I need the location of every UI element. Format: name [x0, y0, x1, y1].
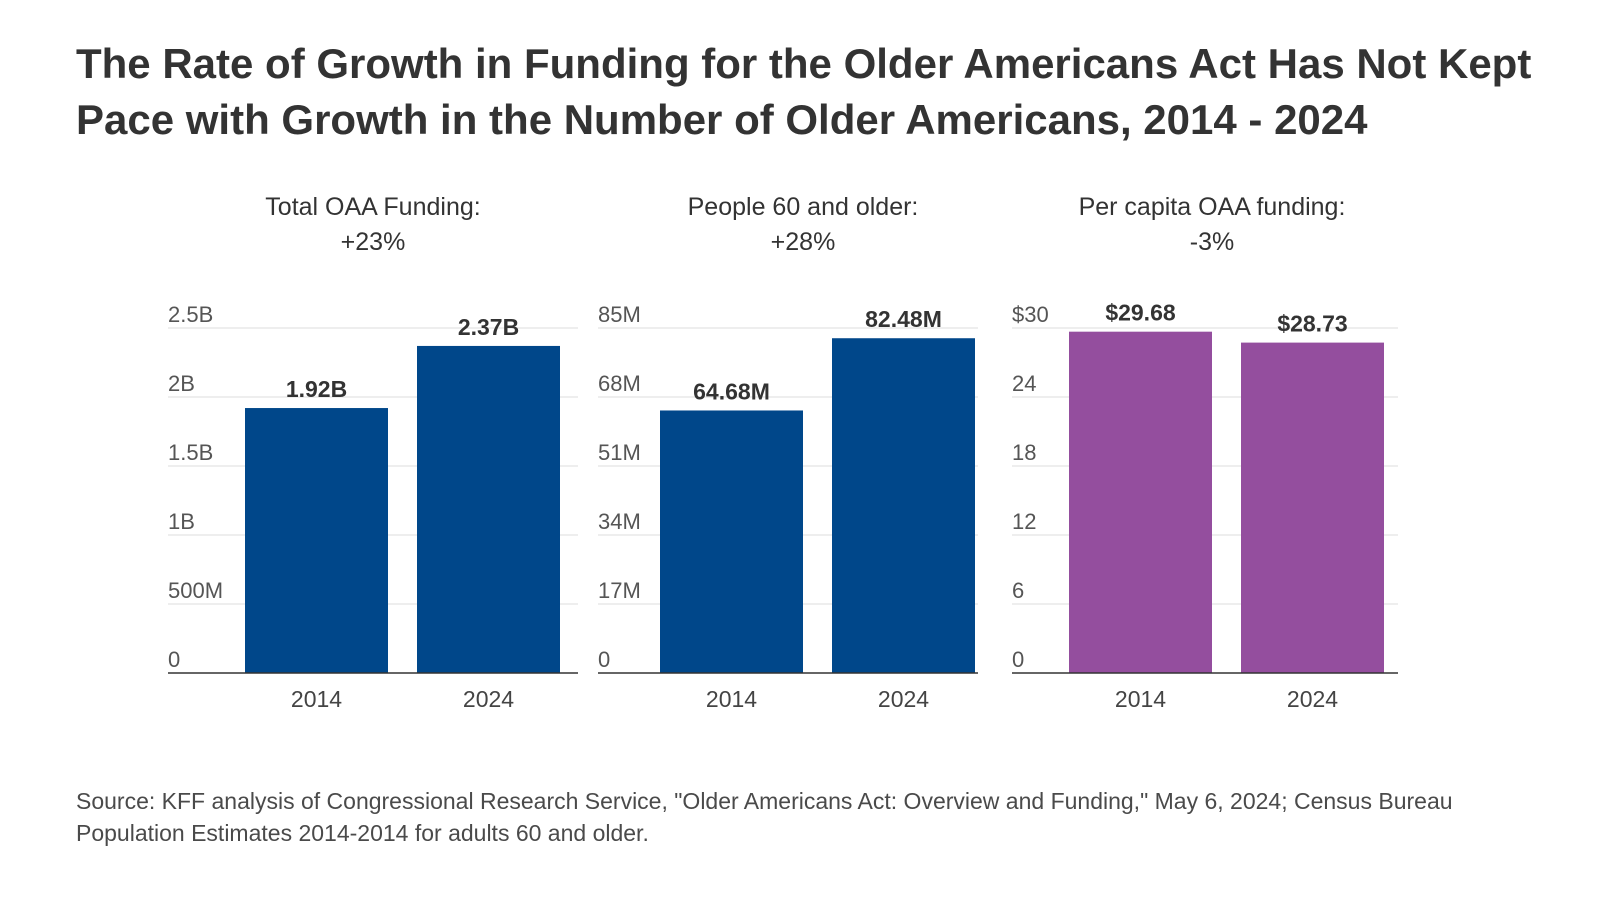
source-note: Source: KFF analysis of Congressional Re…	[76, 788, 1453, 846]
y-tick-label: 6	[1012, 578, 1024, 603]
panel-subtitle-change: -3%	[1189, 228, 1235, 256]
y-tick-label: 85M	[598, 302, 641, 327]
bar-2014	[660, 410, 803, 673]
y-tick-label: 0	[168, 647, 180, 672]
y-tick-label: $30	[1012, 302, 1049, 327]
chart-title: The Rate of Growth in Funding for the Ol…	[76, 40, 1532, 143]
data-label: 1.92B	[286, 376, 347, 402]
y-tick-label: 1.5B	[168, 440, 213, 465]
bar-2014	[245, 408, 388, 673]
panel-subtitle-change: +23%	[340, 228, 406, 256]
panel-per-capita-oaa-funding: Per capita OAA funding: -3% 0 6 12 18 24 $30 $…	[1012, 190, 1412, 740]
panel-title-label: Per capita OAA funding:	[1078, 193, 1346, 221]
bar-chart-total-oaa-funding: 0 500M 1B 1.5B 2B 2.5B 1.92B 2014 2.37B 2024	[168, 302, 578, 712]
data-label: $28.73	[1277, 311, 1347, 337]
y-tick-label: 18	[1012, 440, 1036, 465]
panel-title: Total OAA Funding: +23%	[168, 190, 578, 260]
panel-subtitle-change: +28%	[770, 228, 836, 256]
y-tick-label: 0	[1012, 647, 1024, 672]
x-tick-label: 2014	[1115, 686, 1166, 712]
y-tick-label: 2.5B	[168, 302, 213, 327]
panel-title-label: People 60 and older:	[687, 193, 919, 221]
y-tick-label: 2B	[168, 371, 195, 396]
panel-total-oaa-funding: Total OAA Funding: +23% 0 500M 1B 1.5B 2B 2.5…	[168, 190, 578, 740]
data-label: 2.37B	[458, 314, 519, 340]
bar-2024	[832, 338, 975, 673]
panel-people-60-and-older: People 60 and older: +28% 0 17M 34M 51M 68M 8…	[598, 190, 1008, 740]
data-label: $29.68	[1105, 300, 1176, 326]
y-tick-label: 1B	[168, 509, 195, 534]
bar-2014	[1069, 331, 1212, 673]
panel-title-label: Total OAA Funding:	[265, 193, 481, 221]
data-label: 82.48M	[865, 306, 942, 332]
bar-2024	[1241, 342, 1384, 673]
x-tick-label: 2024	[1287, 686, 1338, 712]
bar-2024	[417, 345, 560, 673]
y-tick-label: 34M	[598, 509, 641, 534]
x-tick-label: 2014	[291, 686, 342, 712]
bar-chart-per-capita-oaa-funding: 0 6 12 18 24 $30 $29.68 2014 $28.73 2024	[1012, 300, 1398, 712]
x-tick-label: 2014	[706, 686, 757, 712]
y-tick-label: 12	[1012, 509, 1036, 534]
data-label: 64.68M	[693, 378, 770, 404]
x-tick-label: 2024	[878, 686, 929, 712]
y-tick-label: 68M	[598, 371, 641, 396]
y-tick-label: 51M	[598, 440, 641, 465]
y-tick-label: 0	[598, 647, 610, 672]
y-tick-label: 24	[1012, 371, 1036, 396]
panel-title: Per capita OAA funding: -3%	[1012, 190, 1412, 260]
y-tick-label: 17M	[598, 578, 641, 603]
x-tick-label: 2024	[463, 686, 514, 712]
bar-chart-people-60-and-older: 0 17M 34M 51M 68M 85M 64.68M 2014 82.48M 2024	[598, 302, 978, 712]
panel-title: People 60 and older: +28%	[598, 190, 1008, 260]
y-tick-label: 500M	[168, 578, 223, 603]
